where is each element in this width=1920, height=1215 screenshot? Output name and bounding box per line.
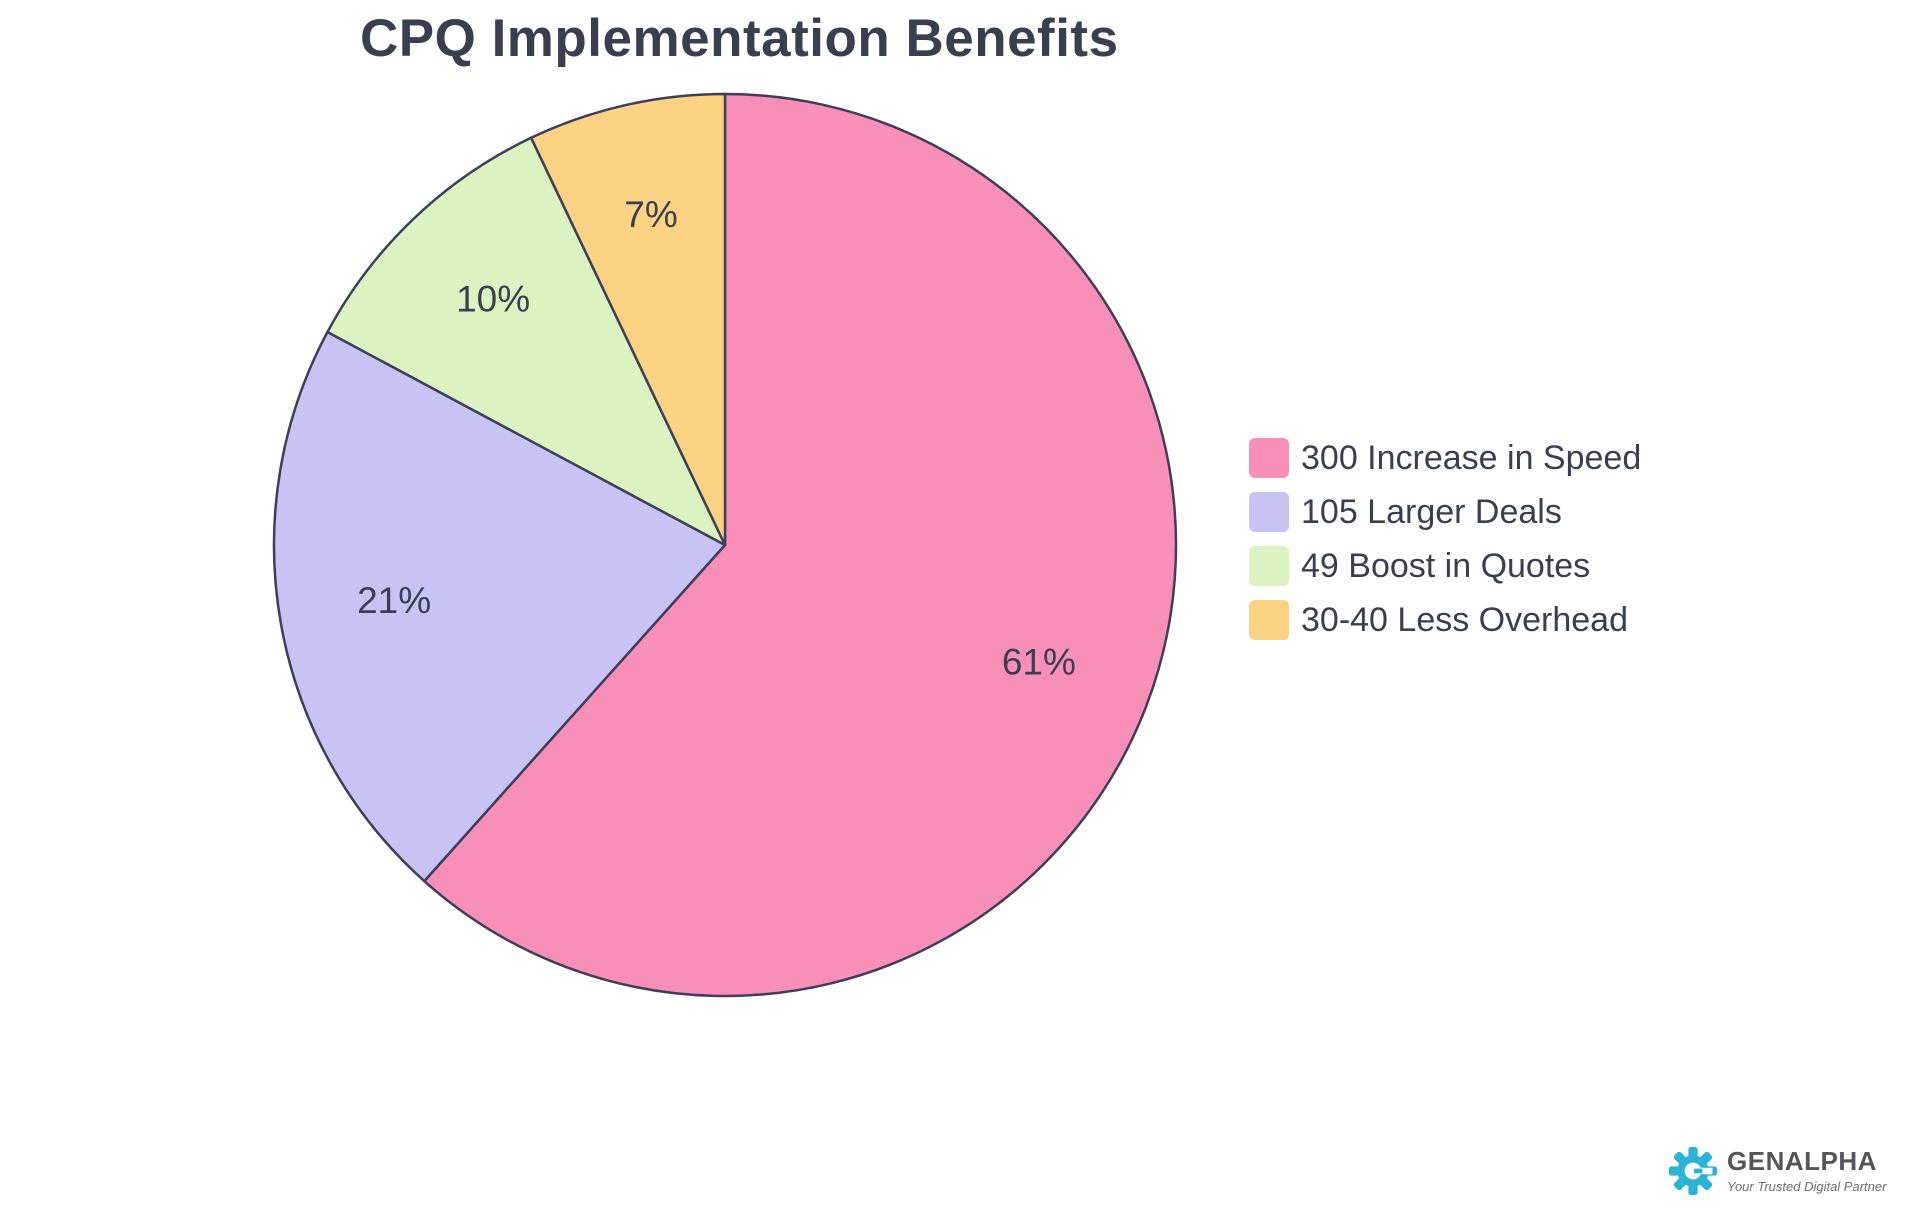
legend-label: 105 Larger Deals bbox=[1301, 492, 1562, 531]
pie-slice-label-2: 10% bbox=[456, 279, 530, 320]
legend-swatch bbox=[1249, 492, 1289, 532]
pie-slice-0 bbox=[423, 92, 1178, 998]
chart-title: CPQ Implementation Benefits bbox=[360, 9, 1119, 68]
legend-swatch bbox=[1249, 438, 1289, 478]
legend-swatch bbox=[1249, 546, 1289, 586]
pie-slice-2 bbox=[326, 136, 727, 547]
logo-name: GENALPHA bbox=[1727, 1146, 1877, 1177]
genalpha-logo: GENALPHA Your Trusted Digital Partner bbox=[1668, 1146, 1886, 1196]
pie-slice-label-0: 61% bbox=[1002, 642, 1076, 683]
legend-item-3: 30-40 Less Overhead bbox=[1249, 600, 1641, 640]
pie-slice-1 bbox=[272, 330, 727, 883]
legend-item-2: 49 Boost in Quotes bbox=[1249, 546, 1641, 586]
legend: 300 Increase in Speed 105 Larger Deals 49 … bbox=[1249, 438, 1641, 654]
legend-swatch bbox=[1249, 600, 1289, 640]
legend-label: 300 Increase in Speed bbox=[1301, 438, 1642, 477]
logo-text: GENALPHA Your Trusted Digital Partner bbox=[1727, 1146, 1887, 1194]
pie-slice-label-1: 21% bbox=[357, 580, 431, 621]
pie-slice-3 bbox=[529, 92, 727, 547]
legend-label: 30-40 Less Overhead bbox=[1301, 600, 1628, 639]
logo-tagline: Your Trusted Digital Partner bbox=[1727, 1178, 1887, 1194]
gear-icon bbox=[1668, 1146, 1718, 1196]
legend-item-0: 300 Increase in Speed bbox=[1249, 438, 1641, 478]
legend-label: 49 Boost in Quotes bbox=[1301, 546, 1591, 585]
pie-slice-label-3: 7% bbox=[624, 194, 677, 235]
legend-item-1: 105 Larger Deals bbox=[1249, 492, 1641, 532]
